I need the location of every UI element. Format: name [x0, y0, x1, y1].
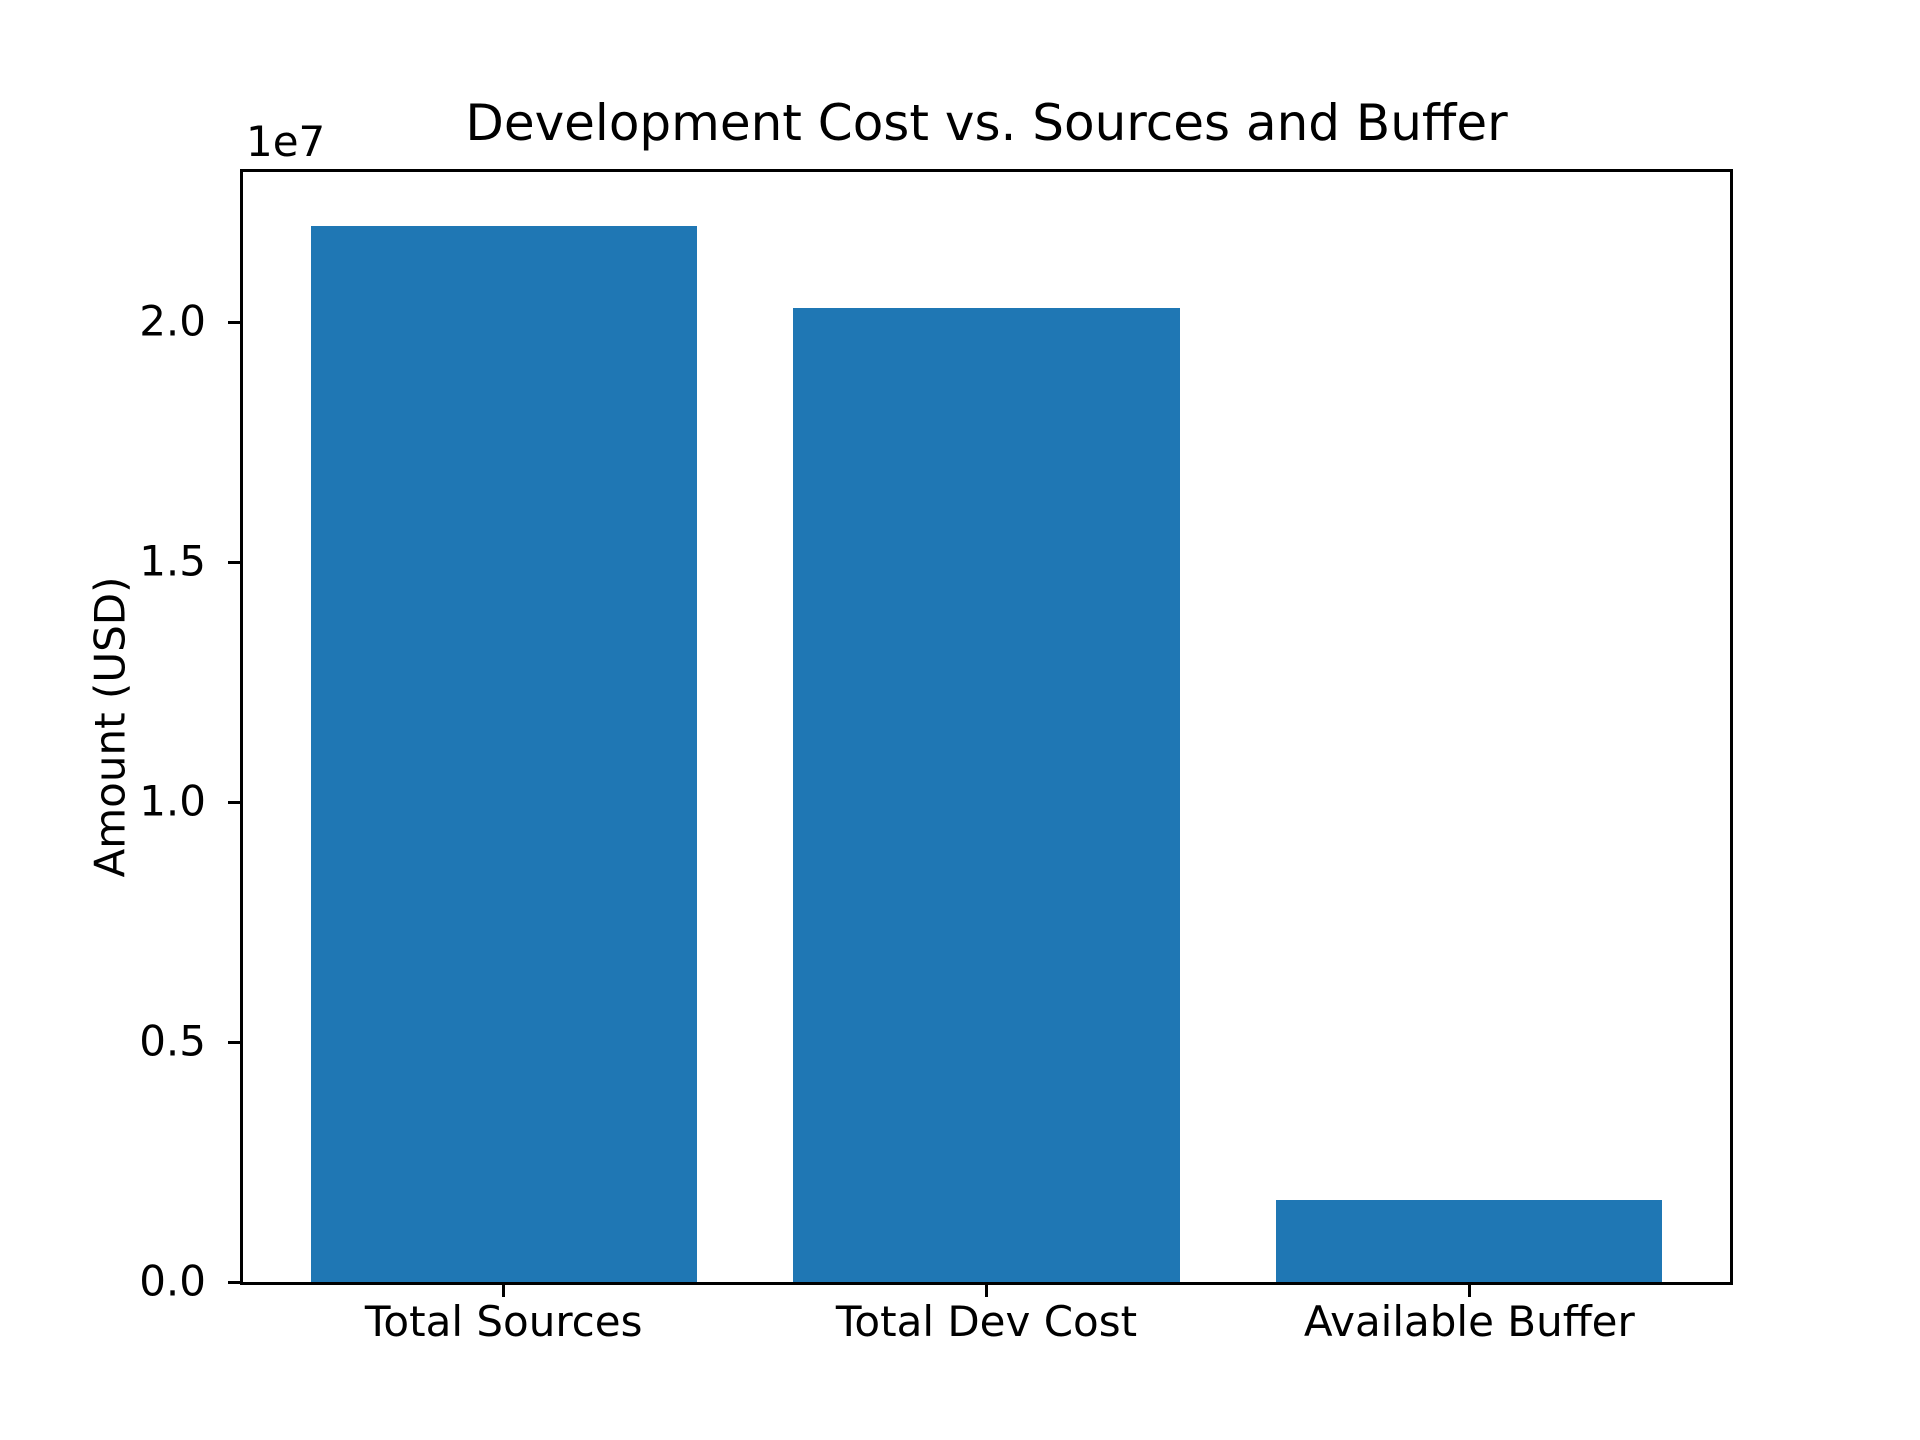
x-tick-label: Total Sources — [364, 1297, 643, 1346]
y-tick-mark — [228, 800, 243, 804]
y-axis-offset-text: 1e7 — [246, 117, 326, 166]
y-axis-label: Amount (USD) — [85, 576, 135, 878]
y-tick-mark — [228, 560, 243, 564]
y-tick-label: 0.0 — [139, 1256, 206, 1306]
bar-available-buffer — [1276, 1200, 1663, 1282]
x-tick-mark — [985, 1282, 988, 1297]
x-tick-mark — [502, 1282, 506, 1297]
y-tick-label: 2.0 — [139, 296, 206, 346]
plot-area: Total Sources Total Dev Cost Available Buf… — [139, 169, 1733, 1346]
x-tick-label: Available Buffer — [1303, 1297, 1635, 1346]
y-tick-label: 1.0 — [139, 776, 206, 826]
chart-title: Development Cost vs. Sources and Buffer — [465, 94, 1508, 152]
y-tick-label: 1.5 — [139, 536, 206, 586]
x-tick-mark — [1467, 1282, 1471, 1297]
y-tick-mark — [228, 1280, 243, 1284]
bar-total-sources — [310, 226, 697, 1282]
bar-total-dev-cost — [793, 307, 1180, 1282]
y-tick-mark — [228, 320, 243, 324]
y-tick-label: 0.5 — [139, 1016, 206, 1066]
y-tick-mark — [228, 1040, 243, 1044]
x-tick-label: Total Dev Cost — [835, 1297, 1138, 1346]
